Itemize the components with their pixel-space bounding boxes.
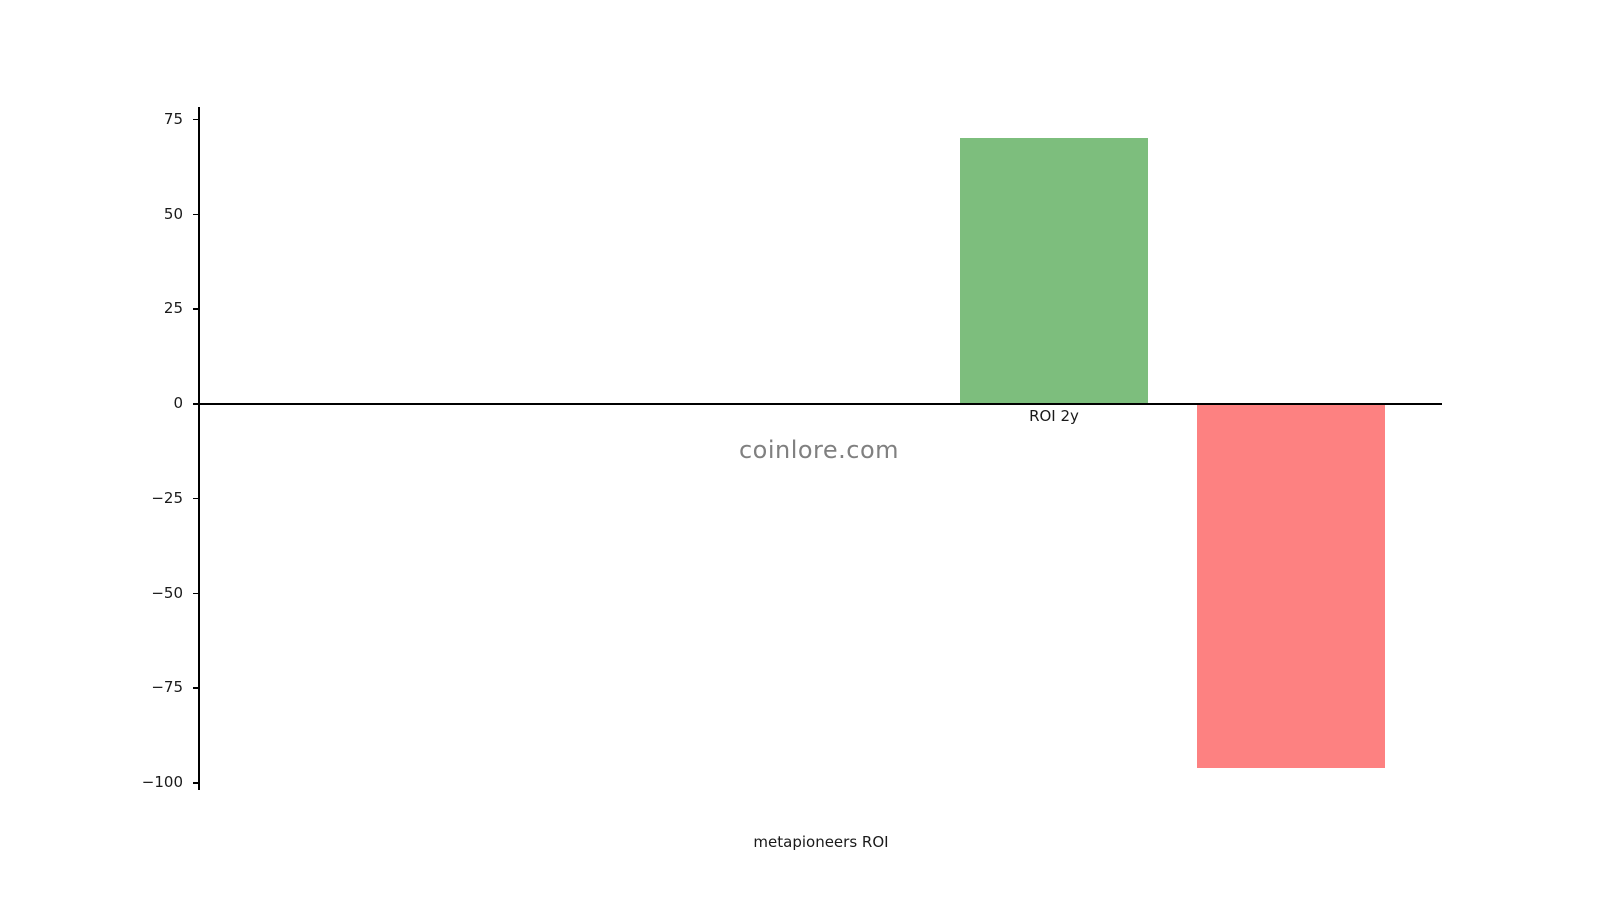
y-tick-mark <box>193 403 198 405</box>
y-tick-mark <box>193 308 198 310</box>
y-tick-label: 25 <box>163 299 183 318</box>
watermark: coinlore.com <box>738 436 900 464</box>
y-axis-spine <box>198 107 200 790</box>
y-tick-label: 50 <box>163 204 183 223</box>
y-tick-mark <box>193 118 198 121</box>
y-tick-mark <box>193 592 198 594</box>
y-tick-mark <box>193 213 198 215</box>
x-tick-label: ROI 2y <box>1029 407 1079 425</box>
y-tick-label: −75 <box>151 678 183 697</box>
y-tick-mark <box>193 687 198 689</box>
y-tick-label: 0 <box>173 394 183 412</box>
y-tick-label: −25 <box>151 488 183 507</box>
y-tick-label: −50 <box>151 583 183 602</box>
x-axis-title: metapioneers ROI <box>753 833 889 851</box>
x-axis-zero-line <box>198 403 1442 405</box>
y-tick-label: 75 <box>163 109 183 128</box>
positive-roi-bar <box>960 137 1148 403</box>
y-tick-mark <box>193 497 198 500</box>
negative-roi-bar <box>1197 404 1385 769</box>
y-tick-mark <box>193 782 198 784</box>
y-tick-label: −100 <box>141 773 183 791</box>
